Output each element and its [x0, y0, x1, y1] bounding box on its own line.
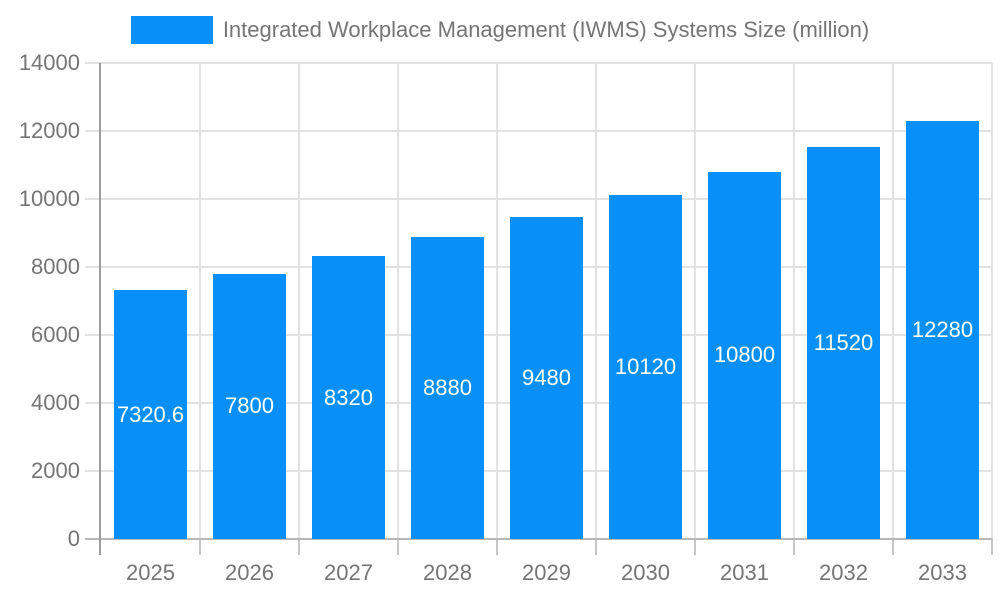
- legend-label: Integrated Workplace Management (IWMS) S…: [222, 17, 870, 42]
- y-axis-tick-label: 6000: [31, 322, 80, 347]
- x-axis-tick-label: 2032: [819, 560, 868, 585]
- y-axis-line: [99, 63, 101, 555]
- bar-value-label: 10800: [713, 342, 776, 368]
- bar[interactable]: 10120: [609, 194, 682, 539]
- x-axis-tick: [892, 539, 894, 555]
- x-gridline: [694, 63, 696, 539]
- y-axis-tick-label: 2000: [31, 458, 80, 483]
- bar[interactable]: 7800: [213, 273, 286, 539]
- x-gridline: [991, 63, 993, 539]
- bar[interactable]: 12280: [906, 121, 979, 539]
- plot-area: 0 2000 4000 6000 8000 10000 12000 14000 2025 2026…: [19, 50, 993, 585]
- x-axis-tick-label: 2029: [522, 560, 571, 585]
- bar[interactable]: 8880: [411, 237, 484, 539]
- x-gridline: [298, 63, 300, 539]
- x-axis-tick-label: 2030: [621, 560, 670, 585]
- x-axis-tick: [991, 539, 993, 555]
- y-axis-tick-label: 4000: [31, 390, 80, 415]
- x-axis-tick: [199, 539, 201, 555]
- bar-value-label: 8320: [324, 384, 373, 410]
- bar[interactable]: 7320.6: [114, 290, 187, 539]
- x-axis-tick: [595, 539, 597, 555]
- y-axis-tick-label: 10000: [18, 186, 80, 211]
- x-gridline: [595, 63, 597, 539]
- bar[interactable]: 11520: [807, 147, 880, 539]
- y-gridline: [85, 130, 992, 132]
- y-axis-tick-label: 14000: [18, 50, 80, 75]
- bar-value-label: 11520: [813, 330, 874, 356]
- bar-value-label: 7800: [225, 393, 274, 419]
- y-axis-tick-label: 0: [67, 526, 80, 551]
- x-axis-tick: [793, 539, 795, 555]
- bar[interactable]: 9480: [510, 216, 583, 539]
- x-axis-tick-label: 2031: [720, 560, 769, 585]
- legend-swatch: [130, 16, 213, 44]
- bar-value-label: 8880: [423, 375, 472, 401]
- x-axis-line: [85, 538, 992, 540]
- x-gridline: [496, 63, 498, 539]
- bar[interactable]: 10800: [708, 171, 781, 539]
- bar-value-label: 12280: [911, 317, 974, 343]
- legend[interactable]: Integrated Workplace Management (IWMS) S…: [0, 16, 1000, 44]
- x-axis-tick: [298, 539, 300, 555]
- bar-value-label: 10120: [614, 353, 677, 379]
- x-axis-tick-label: 2028: [423, 560, 472, 585]
- x-axis-tick: [496, 539, 498, 555]
- x-axis-tick: [397, 539, 399, 555]
- x-axis-tick-label: 2027: [324, 560, 373, 585]
- y-gridline: [85, 198, 992, 200]
- bar-value-label: 9480: [522, 364, 571, 390]
- x-axis-tick-label: 2033: [918, 560, 967, 585]
- x-axis-tick: [694, 539, 696, 555]
- y-axis-tick-label: 8000: [31, 254, 80, 279]
- x-gridline: [892, 63, 894, 539]
- x-axis-tick-label: 2026: [225, 560, 274, 585]
- bar-value-label: 7320.6: [116, 401, 185, 427]
- y-gridline: [85, 62, 992, 64]
- y-axis-tick-label: 12000: [18, 118, 80, 143]
- x-gridline: [397, 63, 399, 539]
- x-axis-tick-label: 2025: [126, 560, 175, 585]
- bar[interactable]: 8320: [312, 256, 385, 539]
- x-gridline: [793, 63, 795, 539]
- x-gridline: [199, 63, 201, 539]
